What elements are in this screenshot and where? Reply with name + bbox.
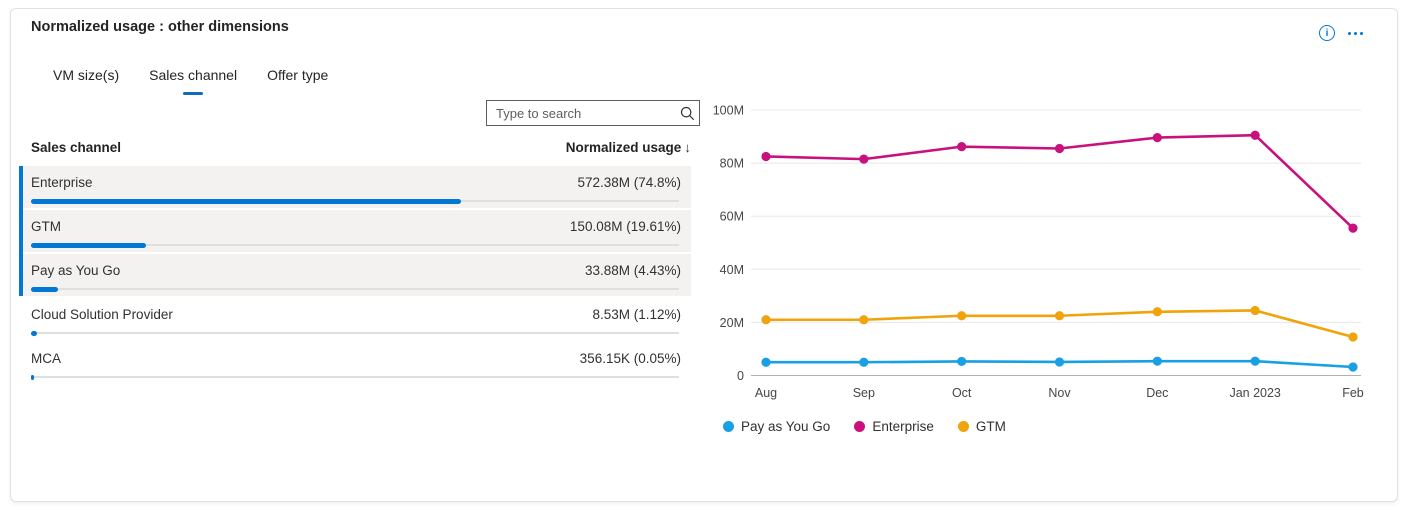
- page-title: Normalized usage : other dimensions: [31, 19, 289, 35]
- table-row-gtm[interactable]: GTM 150.08M (19.61%): [19, 210, 691, 252]
- legend-label: Pay as You Go: [741, 419, 831, 434]
- data-point-gtm[interactable]: [859, 315, 869, 325]
- data-point-pay-as-you-go[interactable]: [1348, 362, 1358, 372]
- table-row-mca[interactable]: MCA 356.15K (0.05%): [19, 342, 691, 384]
- more-options-icon[interactable]: [1348, 28, 1363, 39]
- data-point-gtm[interactable]: [1348, 332, 1358, 342]
- active-tab-underline: [183, 92, 204, 95]
- row-value: 572.38M (74.8%): [577, 175, 681, 190]
- usage-bar-track: [31, 244, 679, 246]
- data-point-enterprise[interactable]: [1250, 130, 1260, 140]
- usage-bar-track: [31, 288, 679, 290]
- column-header-normalized-usage[interactable]: Normalized usage ↓: [566, 140, 691, 155]
- legend-item-pay-as-you-go[interactable]: Pay as You Go: [723, 419, 830, 434]
- legend-label: GTM: [975, 419, 1006, 434]
- y-axis-tick: 0: [737, 369, 744, 383]
- search-input[interactable]: [487, 101, 676, 125]
- dimension-tabs: VM size(s) Sales channel Offer type: [51, 63, 330, 95]
- usage-bar-fill: [31, 199, 461, 204]
- data-point-enterprise[interactable]: [1152, 133, 1162, 143]
- x-axis-tick: Aug: [755, 386, 777, 400]
- data-point-enterprise[interactable]: [761, 151, 771, 162]
- selected-group-indicator: [19, 166, 23, 296]
- search-box: [486, 100, 700, 126]
- row-label: Cloud Solution Provider: [31, 307, 173, 322]
- usage-bar-track: [31, 332, 679, 334]
- row-label: Enterprise: [31, 175, 93, 190]
- y-axis-tick: 100M: [713, 104, 744, 118]
- usage-bar-fill: [31, 287, 58, 292]
- data-point-pay-as-you-go[interactable]: [1054, 357, 1065, 367]
- x-axis-tick: Nov: [1048, 386, 1071, 400]
- row-label: Pay as You Go: [31, 263, 121, 278]
- tab-sales-channel[interactable]: Sales channel: [147, 63, 239, 95]
- data-point-gtm[interactable]: [1054, 311, 1065, 321]
- data-point-gtm[interactable]: [1250, 305, 1260, 316]
- y-axis-tick: 60M: [720, 210, 744, 224]
- usage-widget-card: Normalized usage : other dimensions i VM…: [10, 8, 1398, 502]
- tab-offer-type[interactable]: Offer type: [265, 63, 330, 95]
- x-axis-tick: Feb: [1342, 386, 1364, 400]
- data-point-gtm[interactable]: [761, 315, 771, 325]
- usage-bar-fill: [31, 243, 146, 248]
- tab-label: Offer type: [267, 67, 329, 83]
- usage-line-chart[interactable]: 0 20M 40M 60M 80M 100M Aug Sep Oct Nov Dec Jan 2023…: [711, 96, 1391, 408]
- data-point-pay-as-you-go[interactable]: [761, 357, 771, 367]
- y-axis-tick: 40M: [720, 263, 744, 277]
- tab-label: Sales channel: [149, 67, 238, 83]
- column-header-sales-channel[interactable]: Sales channel: [31, 140, 122, 155]
- row-label: GTM: [31, 219, 61, 234]
- table-row-pay-as-you-go[interactable]: Pay as You Go 33.88M (4.43%): [19, 254, 691, 296]
- legend-label: Enterprise: [872, 419, 934, 434]
- table-row-cloud-solution-provider[interactable]: Cloud Solution Provider 8.53M (1.12%): [19, 298, 691, 340]
- data-point-enterprise[interactable]: [859, 154, 869, 164]
- card-actions: i: [1319, 25, 1363, 41]
- x-axis-tick: Sep: [853, 386, 875, 400]
- data-point-pay-as-you-go[interactable]: [1250, 356, 1260, 366]
- usage-bar-track: [31, 376, 679, 378]
- tab-vm-sizes[interactable]: VM size(s): [51, 63, 121, 95]
- info-icon[interactable]: i: [1319, 25, 1335, 41]
- legend-item-gtm[interactable]: GTM: [957, 419, 1006, 434]
- legend-dot-icon: [854, 421, 866, 432]
- data-point-pay-as-you-go[interactable]: [859, 357, 869, 367]
- legend-item-enterprise[interactable]: Enterprise: [854, 419, 934, 434]
- data-point-pay-as-you-go[interactable]: [957, 356, 967, 367]
- x-axis-tick: Dec: [1146, 386, 1168, 400]
- data-point-gtm[interactable]: [1152, 307, 1162, 317]
- column-header-label: Normalized usage: [565, 140, 682, 155]
- chart-legend: Pay as You Go Enterprise GTM: [723, 419, 1006, 434]
- sort-desc-icon: ↓: [684, 140, 691, 155]
- tab-label: VM size(s): [53, 67, 120, 83]
- data-point-enterprise[interactable]: [957, 142, 967, 152]
- y-axis-tick: 80M: [720, 157, 744, 171]
- y-axis-tick: 20M: [720, 316, 744, 330]
- table-row-enterprise[interactable]: Enterprise 572.38M (74.8%): [19, 166, 691, 208]
- search-icon[interactable]: [676, 106, 699, 121]
- legend-dot-icon: [723, 421, 734, 432]
- sales-channel-table: Enterprise 572.38M (74.8%) GTM 150.08M (19…: [19, 166, 691, 386]
- usage-bar-fill: [31, 375, 34, 380]
- row-value: 8.53M (1.12%): [592, 307, 681, 322]
- x-axis-tick: Oct: [952, 386, 972, 400]
- legend-dot-icon: [957, 421, 969, 432]
- x-axis-tick: Jan 2023: [1229, 386, 1280, 400]
- row-value: 150.08M (19.61%): [569, 219, 681, 234]
- row-label: MCA: [31, 351, 61, 366]
- data-point-gtm[interactable]: [957, 311, 967, 321]
- row-value: 356.15K (0.05%): [579, 351, 681, 366]
- data-point-enterprise[interactable]: [1054, 143, 1065, 154]
- row-value: 33.88M (4.43%): [584, 263, 681, 278]
- usage-bar-fill: [31, 331, 37, 336]
- data-point-enterprise[interactable]: [1348, 223, 1358, 233]
- table-header: Sales channel Normalized usage ↓: [31, 140, 691, 155]
- data-point-pay-as-you-go[interactable]: [1152, 356, 1162, 366]
